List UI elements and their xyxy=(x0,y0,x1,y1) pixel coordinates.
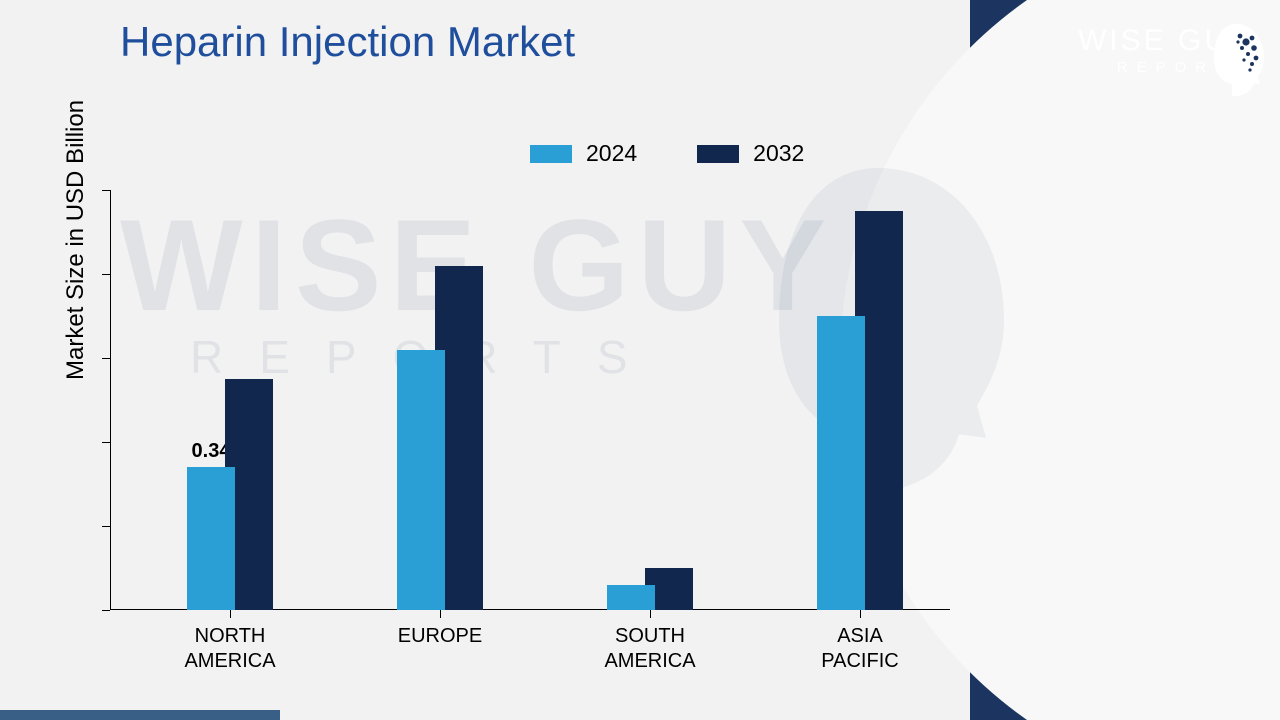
x-tick xyxy=(650,610,651,618)
chart-canvas: Heparin Injection Market WISE GUY REPORT… xyxy=(0,0,1280,720)
legend-label-2032: 2032 xyxy=(753,140,804,167)
y-axis xyxy=(110,190,111,610)
y-tick xyxy=(102,442,110,443)
legend-swatch-2032 xyxy=(697,145,739,163)
plot-area: NORTHAMERICAEUROPESOUTHAMERICAASIAPACIFI… xyxy=(110,190,950,610)
y-tick xyxy=(102,610,110,611)
legend: 2024 2032 xyxy=(530,140,804,167)
legend-label-2024: 2024 xyxy=(586,140,637,167)
legend-item-2032: 2032 xyxy=(697,140,804,167)
x-axis-label: EUROPE xyxy=(360,624,520,649)
y-tick xyxy=(102,274,110,275)
x-tick xyxy=(230,610,231,618)
y-tick xyxy=(102,190,110,191)
footer-accent-bar xyxy=(0,710,280,720)
x-tick xyxy=(860,610,861,618)
y-tick xyxy=(102,358,110,359)
x-tick xyxy=(440,610,441,618)
brand-head-icon xyxy=(1192,20,1272,100)
x-axis-label: ASIAPACIFIC xyxy=(780,624,940,674)
bar xyxy=(607,585,655,610)
legend-swatch-2024 xyxy=(530,145,572,163)
bar xyxy=(187,467,235,610)
y-axis-label: Market Size in USD Billion xyxy=(62,100,90,380)
bar xyxy=(397,350,445,610)
bar xyxy=(817,316,865,610)
x-axis-label: SOUTHAMERICA xyxy=(570,624,730,674)
x-axis-label: NORTHAMERICA xyxy=(150,624,310,674)
chart-title: Heparin Injection Market xyxy=(120,18,575,66)
y-tick xyxy=(102,526,110,527)
legend-item-2024: 2024 xyxy=(530,140,637,167)
